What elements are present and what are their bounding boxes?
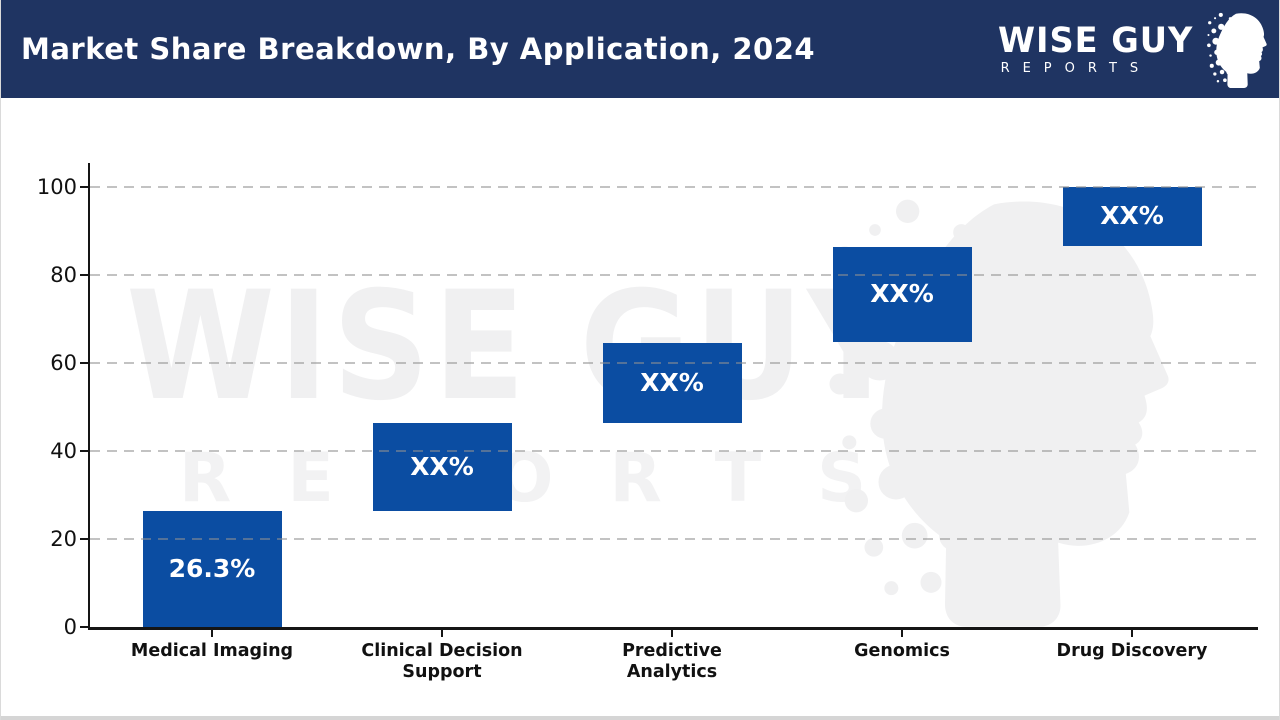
- bar-segment: [1062, 187, 1202, 246]
- y-tick-mark: [80, 450, 88, 452]
- y-tick-mark: [80, 274, 88, 276]
- y-tick-mark: [80, 626, 88, 628]
- y-tick-label: 20: [50, 527, 77, 551]
- x-axis-line: [88, 627, 1258, 630]
- y-tick-label: 40: [50, 439, 77, 463]
- watermark-wordmark: WISE GUY.: [126, 260, 942, 434]
- y-tick-mark: [80, 186, 88, 188]
- bar-segment: [832, 246, 972, 342]
- x-tick-mark: [441, 630, 443, 637]
- x-category-label: Predictive Analytics: [622, 641, 722, 682]
- y-tick-label: 100: [36, 175, 77, 199]
- bar-segment: [142, 511, 282, 627]
- y-axis-line: [88, 163, 90, 630]
- y-tick-label: 60: [50, 351, 77, 375]
- x-tick-mark: [671, 630, 673, 637]
- header-bar: Market Share Breakdown, By Application, …: [1, 0, 1279, 98]
- logo-sub-wordmark: REPORTS: [1000, 60, 1152, 76]
- x-category-label: Genomics: [854, 641, 950, 661]
- x-tick-mark: [901, 630, 903, 637]
- x-tick-mark: [1131, 630, 1133, 637]
- x-category-label: Clinical Decision Support: [361, 641, 523, 682]
- wise-guy-logo: WISE GUY REPORTS: [998, 8, 1267, 90]
- x-category-label: Drug Discovery: [1056, 641, 1208, 661]
- bar-value-label: XX%: [870, 279, 934, 309]
- y-tick-mark: [80, 362, 88, 364]
- x-tick-mark: [211, 630, 213, 637]
- bar-value-label: XX%: [1100, 201, 1164, 231]
- y-tick-label: 80: [50, 263, 77, 287]
- x-category-label: Medical Imaging: [130, 641, 294, 661]
- y-tick-mark: [80, 538, 88, 540]
- logo-wordmark: WISE GUY: [997, 20, 1193, 61]
- bar-value-label: XX%: [410, 452, 474, 482]
- footer-strip: [1, 716, 1279, 720]
- gridline: [90, 362, 1258, 364]
- gridline: [90, 274, 1258, 276]
- watermark-sub-wordmark: REPORTS: [179, 439, 923, 518]
- logo-wordmark-block: WISE GUY REPORTS: [997, 20, 1201, 76]
- bar-value-label: 26.3%: [168, 554, 256, 584]
- y-tick-label: 0: [63, 615, 77, 639]
- gridline: [90, 186, 1258, 188]
- gridline: [90, 450, 1258, 452]
- gridline: [90, 538, 1258, 540]
- bar-value-label: XX%: [640, 368, 704, 398]
- page-title: Market Share Breakdown, By Application, …: [21, 32, 816, 66]
- bar-segment: [372, 422, 512, 512]
- head-profile-icon: [1205, 10, 1267, 88]
- bar-segment: [602, 343, 742, 423]
